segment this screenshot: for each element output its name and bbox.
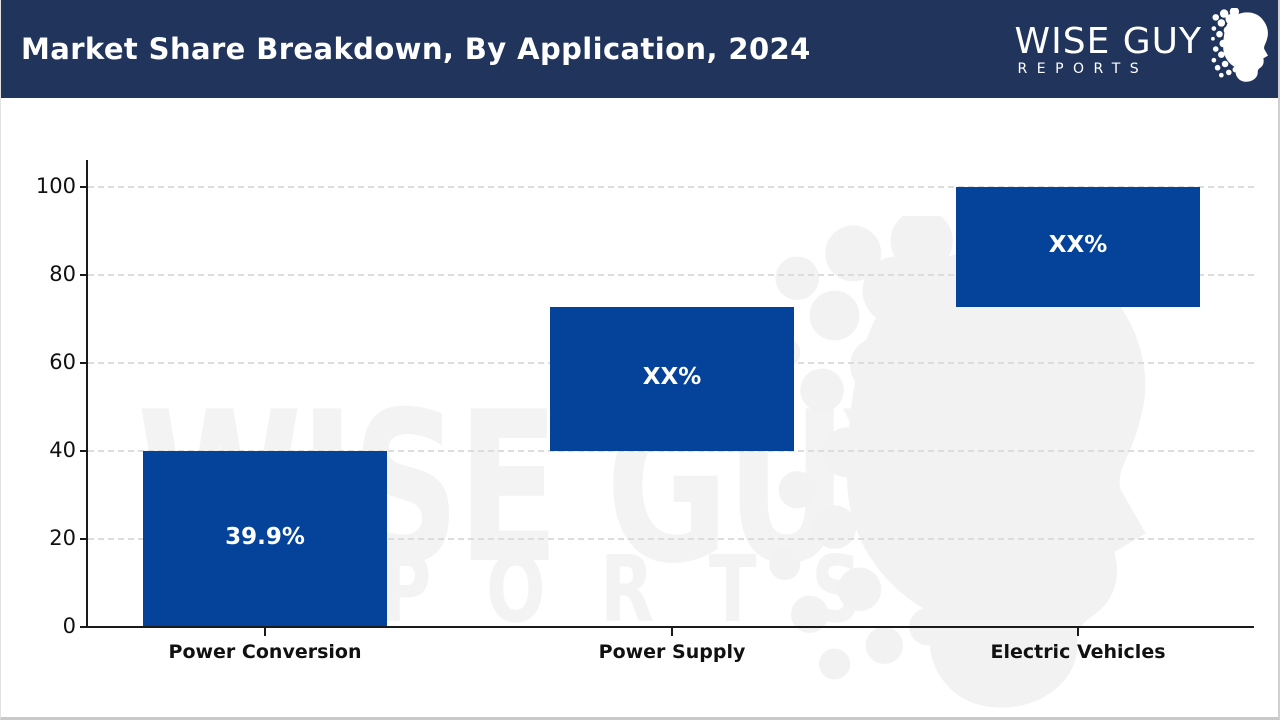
chart-title: Market Share Breakdown, By Application, … <box>21 32 811 66</box>
bar-value-label-power-conversion: 39.9% <box>225 523 305 550</box>
y-tick-mark-20 <box>80 537 88 540</box>
y-tick-mark-80 <box>80 273 88 276</box>
x-tick-mark-power-supply <box>671 627 673 636</box>
y-tick-mark-60 <box>80 361 88 364</box>
y-tick-label-0: 0 <box>62 613 76 638</box>
wiseguy-face-icon <box>1211 8 1268 82</box>
logo-brand-subtitle: REPORTS <box>1017 60 1149 77</box>
plot: 0 20 40 60 80 100 39.9% XX% XX% Power Conversion P… <box>1 98 1278 717</box>
watermark-face <box>766 216 1146 708</box>
bar-value-label-power-supply: XX% <box>642 364 702 390</box>
wiseguy-logo: WISE GUY REPORTS <box>1015 8 1273 92</box>
x-category-label-electric-vehicles: Electric Vehicles <box>990 640 1166 663</box>
y-tick-label-80: 80 <box>49 261 76 286</box>
bar-power-conversion <box>143 450 387 627</box>
y-tick-mark-40 <box>80 449 88 452</box>
x-tick-mark-power-conversion <box>264 627 266 636</box>
y-tick-mark-100 <box>80 185 88 188</box>
x-category-label-power-supply: Power Supply <box>598 640 746 663</box>
header-bar: Market Share Breakdown, By Application, … <box>1 0 1278 98</box>
y-tick-label-40: 40 <box>49 437 76 462</box>
logo-brand-name: WISE GUY <box>1014 21 1202 63</box>
y-axis-line <box>86 160 88 628</box>
y-tick-mark-0 <box>80 625 88 628</box>
y-tick-label-60: 60 <box>49 349 76 374</box>
bar-value-label-electric-vehicles: XX% <box>1048 231 1108 258</box>
y-tick-label-100: 100 <box>35 173 76 198</box>
bar-power-supply <box>550 307 794 451</box>
gridline-100 <box>88 185 1254 188</box>
x-tick-mark-electric-vehicles <box>1077 627 1079 636</box>
gridline-20 <box>88 537 1254 540</box>
x-category-label-power-conversion: Power Conversion <box>168 640 362 663</box>
x-axis-line <box>86 625 1254 628</box>
chart-area: WISE GUY R E P O R T S 0 20 40 60 80 100 39.9%… <box>1 98 1278 717</box>
logo-text: WISE GUY REPORTS <box>1015 23 1203 77</box>
bar-electric-vehicles <box>956 186 1200 308</box>
gridline-80 <box>88 273 1254 276</box>
y-tick-label-20: 20 <box>49 525 76 550</box>
